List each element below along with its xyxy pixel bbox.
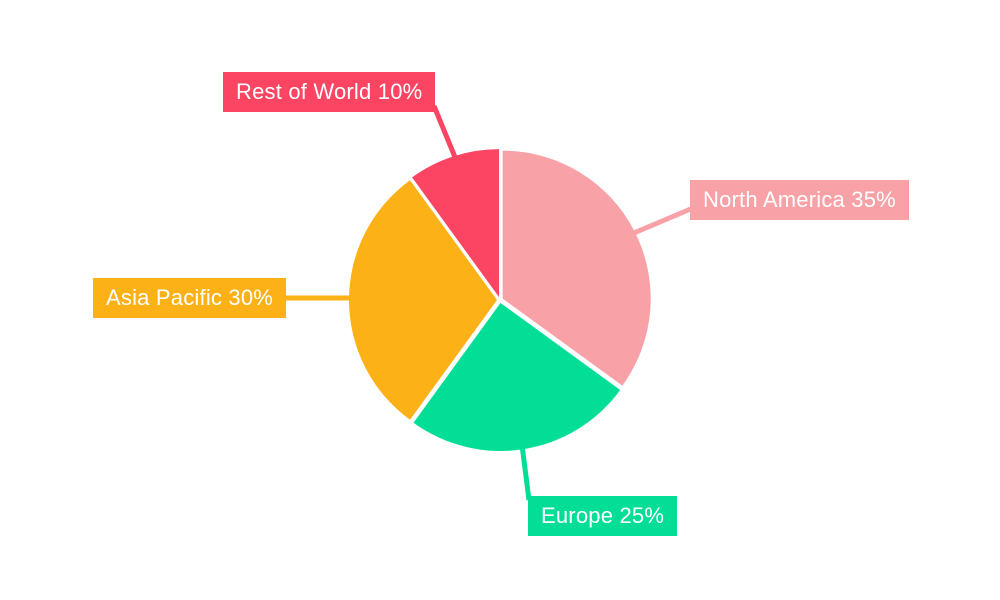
pie-slice-rest-of-world [412, 149, 500, 298]
pie-slice-north-america [502, 150, 651, 386]
pie-leader-line-north-america [633, 202, 701, 236]
pie-label-europe: Europe 25% [528, 496, 678, 536]
pie-slice-asia-pacific [348, 180, 497, 420]
pie-leader-line-europe [519, 444, 532, 501]
pie-label-north-america: North America 35% [690, 180, 909, 220]
pie-slice-europe [413, 302, 621, 451]
pie-label-rest-of-world: Rest of World 10% [223, 72, 436, 112]
pie-leader-line-rest-of-world [431, 105, 460, 163]
pie-label-asia-pacific: Asia Pacific 30% [93, 278, 287, 318]
